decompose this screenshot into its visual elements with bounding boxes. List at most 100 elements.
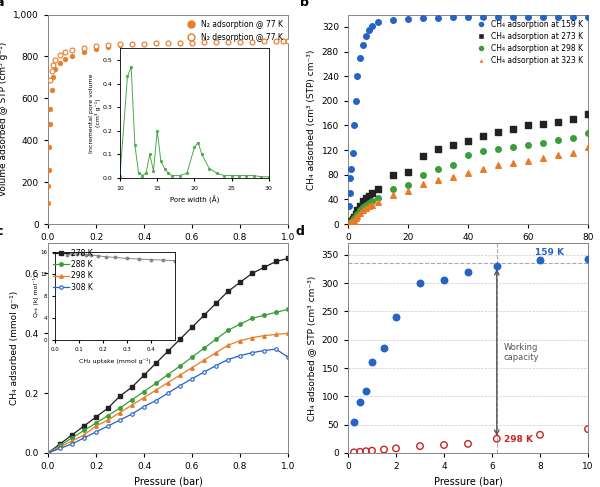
Point	[538, 120, 548, 128]
Point	[448, 173, 458, 181]
Point	[346, 218, 356, 226]
288 K	[248, 316, 256, 321]
288 K	[272, 309, 280, 315]
308 K	[116, 417, 124, 423]
Point	[352, 206, 362, 214]
298 K	[260, 333, 268, 338]
Point	[361, 32, 371, 40]
Point	[361, 448, 371, 455]
Point	[391, 445, 401, 452]
Y-axis label: Volume adsorbed @ STP (cm³ g⁻¹): Volume adsorbed @ STP (cm³ g⁻¹)	[0, 42, 8, 196]
Legend: 278 K, 288 K, 298 K, 308 K: 278 K, 288 K, 298 K, 308 K	[52, 247, 94, 293]
Point	[358, 204, 368, 211]
278 K	[104, 405, 112, 411]
308 K	[152, 397, 160, 403]
Point	[391, 313, 401, 321]
Point	[523, 157, 533, 165]
Point	[535, 431, 545, 439]
288 K	[140, 389, 148, 394]
Point	[523, 122, 533, 130]
Point	[350, 97, 360, 105]
Point	[367, 22, 377, 30]
298 K	[128, 402, 136, 408]
288 K	[164, 372, 172, 377]
278 K	[80, 423, 88, 429]
288 K	[128, 397, 136, 403]
Point	[403, 168, 413, 176]
Point	[523, 13, 533, 21]
288 K	[224, 327, 232, 333]
Point	[352, 72, 362, 80]
288 K	[116, 405, 124, 411]
288 K	[260, 312, 268, 318]
Point	[568, 150, 578, 157]
Point	[583, 13, 593, 21]
Point	[403, 15, 413, 23]
278 K	[128, 384, 136, 390]
278 K	[164, 348, 172, 354]
298 K	[272, 332, 280, 337]
288 K	[236, 321, 244, 327]
Point	[508, 13, 518, 21]
Point	[373, 18, 383, 26]
Point	[367, 189, 377, 197]
Point	[373, 199, 383, 206]
Point	[379, 344, 389, 352]
Point	[403, 181, 413, 189]
Text: 159 K: 159 K	[535, 248, 564, 257]
Y-axis label: CH₄ adsorbed (cm³ (STP) cm⁻³): CH₄ adsorbed (cm³ (STP) cm⁻³)	[307, 49, 316, 189]
Point	[478, 165, 488, 172]
Y-axis label: CH₄ adsorbed @ STP (cm³ cm⁻³): CH₄ adsorbed @ STP (cm³ cm⁻³)	[307, 276, 316, 421]
Point	[364, 202, 374, 210]
278 K	[140, 372, 148, 378]
298 K	[284, 330, 292, 336]
308 K	[128, 411, 136, 417]
308 K	[224, 356, 232, 362]
308 K	[248, 350, 256, 356]
298 K	[188, 365, 196, 371]
Point	[388, 185, 398, 193]
Point	[355, 206, 365, 214]
278 K	[152, 360, 160, 366]
Point	[346, 174, 355, 182]
Text: d: d	[295, 225, 304, 238]
298 K	[212, 350, 220, 356]
Point	[358, 41, 368, 49]
Point	[355, 202, 365, 209]
Point	[344, 219, 354, 227]
298 K	[236, 338, 244, 344]
Text: b: b	[300, 0, 309, 9]
298 K	[104, 417, 112, 423]
Point	[352, 212, 362, 220]
Point	[493, 128, 503, 135]
278 K	[260, 264, 268, 270]
278 K	[236, 280, 244, 285]
Point	[348, 215, 358, 223]
Point	[463, 169, 473, 177]
288 K	[92, 420, 100, 426]
298 K	[44, 450, 52, 456]
Point	[448, 161, 458, 169]
Legend: N₂ adsorption @ 77 K, N₂ desorption @ 77 K: N₂ adsorption @ 77 K, N₂ desorption @ 77…	[182, 19, 284, 43]
308 K	[188, 376, 196, 382]
308 K	[164, 390, 172, 396]
Text: 298 K: 298 K	[504, 434, 533, 444]
308 K	[212, 363, 220, 369]
Point	[344, 220, 354, 227]
Text: Working
capacity: Working capacity	[504, 343, 539, 362]
Point	[439, 277, 449, 284]
288 K	[68, 435, 76, 441]
Point	[538, 139, 548, 147]
Point	[508, 143, 518, 151]
308 K	[68, 441, 76, 447]
Point	[361, 194, 371, 202]
298 K	[140, 394, 148, 400]
Point	[493, 145, 503, 153]
Point	[348, 216, 358, 224]
Point	[463, 13, 473, 21]
298 K	[152, 387, 160, 393]
X-axis label: Relative pressure (P/P₀): Relative pressure (P/P₀)	[110, 247, 226, 258]
Point	[344, 202, 354, 209]
Y-axis label: CH₄ adsorbed (mmol g⁻¹): CH₄ adsorbed (mmol g⁻¹)	[10, 291, 19, 405]
288 K	[176, 363, 184, 369]
